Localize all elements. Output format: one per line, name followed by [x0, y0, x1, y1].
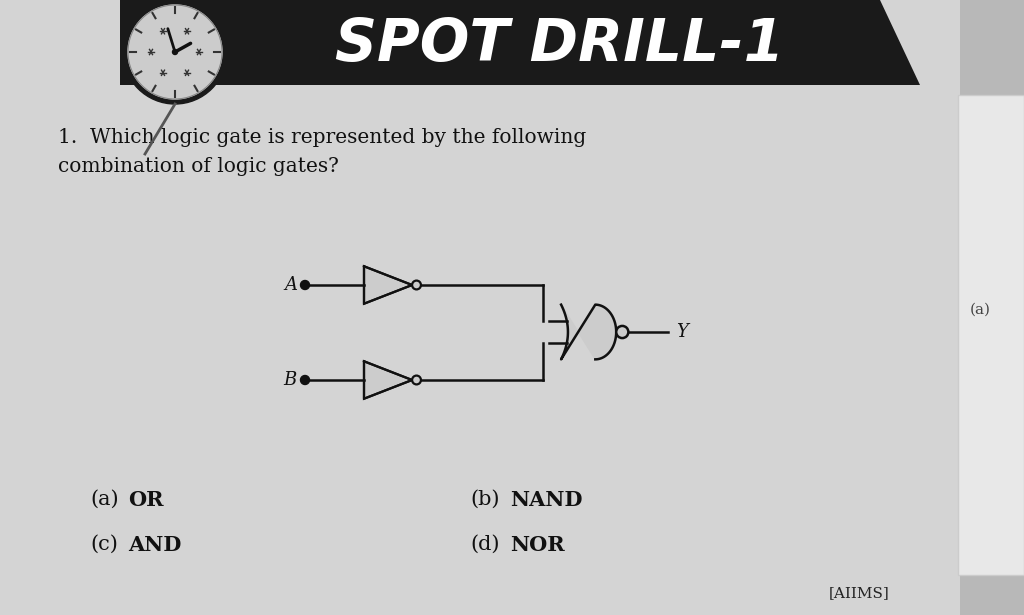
Circle shape: [300, 280, 309, 290]
Circle shape: [128, 5, 222, 99]
Text: (a): (a): [970, 303, 991, 317]
Text: (c): (c): [90, 535, 118, 554]
Text: (b): (b): [470, 490, 500, 509]
Circle shape: [412, 376, 421, 384]
Polygon shape: [364, 361, 412, 399]
Text: (a): (a): [90, 490, 119, 509]
Text: combination of logic gates?: combination of logic gates?: [58, 157, 339, 176]
Circle shape: [172, 49, 177, 55]
Text: (d): (d): [470, 535, 500, 554]
Text: [AIIMS]: [AIIMS]: [829, 586, 890, 600]
Text: OR: OR: [128, 490, 164, 510]
Polygon shape: [561, 304, 616, 359]
Text: SPOT DRILL-1: SPOT DRILL-1: [336, 15, 784, 73]
Text: 1.  Which logic gate is represented by the following: 1. Which logic gate is represented by th…: [58, 128, 587, 147]
Polygon shape: [364, 266, 412, 304]
Text: B: B: [284, 371, 297, 389]
Circle shape: [123, 0, 227, 104]
FancyBboxPatch shape: [0, 0, 959, 615]
Text: NOR: NOR: [510, 535, 564, 555]
Text: A: A: [284, 276, 297, 294]
Text: Y: Y: [677, 323, 688, 341]
Circle shape: [616, 326, 629, 338]
Text: NAND: NAND: [510, 490, 583, 510]
Polygon shape: [120, 0, 920, 85]
Text: AND: AND: [128, 535, 181, 555]
Circle shape: [412, 280, 421, 290]
Circle shape: [300, 376, 309, 384]
FancyBboxPatch shape: [958, 95, 1024, 575]
